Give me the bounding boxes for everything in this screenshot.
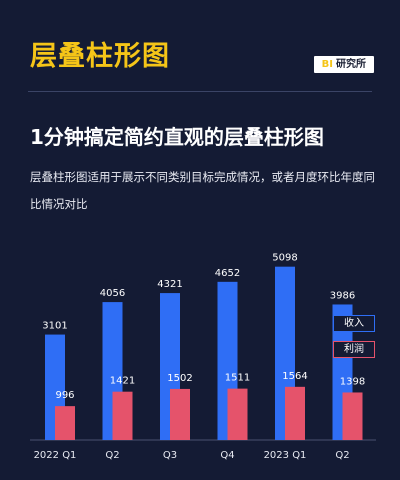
data-label-revenue: 3986 xyxy=(330,290,355,301)
x-tick-label: Q3 xyxy=(163,450,177,461)
page-subtitle: 层叠柱形图适用于展示不同类别目标完成情况，或者月度环比年度同比情况对比 xyxy=(30,170,375,211)
x-tick-label: Q2 xyxy=(335,450,349,461)
legend-label-revenue: 收入 xyxy=(344,318,364,329)
data-label-revenue: 5098 xyxy=(272,253,297,264)
data-label-profit: 1564 xyxy=(282,371,307,382)
data-label-profit: 1421 xyxy=(110,376,135,387)
bar-profit xyxy=(170,388,190,440)
page-title: 1分钟搞定简约直观的层叠柱形图 xyxy=(30,125,324,149)
bar-profit xyxy=(342,392,363,440)
bar-profit xyxy=(55,406,75,440)
header-divider xyxy=(28,91,372,92)
data-label-revenue: 4056 xyxy=(100,288,125,299)
data-label-revenue: 4321 xyxy=(157,279,182,290)
legend-item-profit: 利润 xyxy=(333,341,375,358)
header-title: 层叠柱形图 xyxy=(30,41,170,72)
brand-badge-text: 研究所 xyxy=(336,59,366,70)
data-label-profit: 1511 xyxy=(225,373,250,384)
data-label-profit: 1502 xyxy=(167,373,192,384)
bar-profit xyxy=(227,388,248,440)
bar-profit xyxy=(285,386,305,440)
legend-item-revenue: 收入 xyxy=(333,315,375,332)
brand-badge: BI 研究所 xyxy=(313,56,374,73)
data-label-revenue: 4652 xyxy=(215,268,240,279)
x-tick-label: Q4 xyxy=(220,450,234,461)
data-label-profit: 996 xyxy=(55,390,74,401)
x-tick-label: 2023 Q1 xyxy=(264,450,307,461)
legend-label-profit: 利润 xyxy=(344,344,364,355)
x-tick-label: 2022 Q1 xyxy=(34,450,77,461)
data-label-profit: 1398 xyxy=(340,376,365,387)
x-tick-label: Q2 xyxy=(105,450,119,461)
data-label-revenue: 3101 xyxy=(42,321,67,332)
bar-profit xyxy=(112,391,133,440)
brand-badge-bi: BI xyxy=(321,59,333,70)
